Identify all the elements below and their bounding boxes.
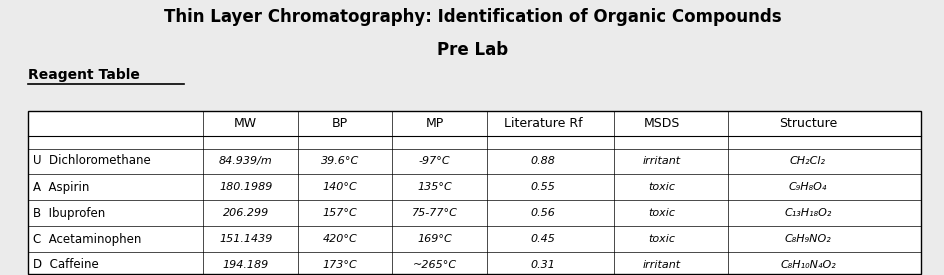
- Text: MP: MP: [425, 117, 444, 130]
- Text: irritant: irritant: [642, 260, 680, 270]
- Text: 206.299: 206.299: [223, 208, 268, 218]
- Text: 420°C: 420°C: [323, 234, 357, 244]
- Text: B  Ibuprofen: B Ibuprofen: [33, 207, 105, 220]
- Text: toxic: toxic: [648, 234, 674, 244]
- Text: toxic: toxic: [648, 182, 674, 192]
- Text: 140°C: 140°C: [323, 182, 357, 192]
- Text: toxic: toxic: [648, 208, 674, 218]
- Text: C₈H₉NO₂: C₈H₉NO₂: [784, 234, 831, 244]
- Text: Pre Lab: Pre Lab: [436, 41, 508, 59]
- Text: 0.31: 0.31: [531, 260, 555, 270]
- Text: irritant: irritant: [642, 156, 680, 166]
- Text: 0.88: 0.88: [531, 156, 555, 166]
- Text: 0.45: 0.45: [531, 234, 555, 244]
- Text: C₈H₁₀N₄O₂: C₈H₁₀N₄O₂: [780, 260, 834, 270]
- Text: Reagent Table: Reagent Table: [28, 68, 140, 82]
- Text: -97°C: -97°C: [418, 156, 450, 166]
- Text: C₁₃H₁₈O₂: C₁₃H₁₈O₂: [784, 208, 831, 218]
- Text: MSDS: MSDS: [643, 117, 679, 130]
- Text: 173°C: 173°C: [323, 260, 357, 270]
- Text: ~265°C: ~265°C: [413, 260, 456, 270]
- Text: 0.55: 0.55: [531, 182, 555, 192]
- Bar: [28, 111, 920, 274]
- Text: CH₂Cl₂: CH₂Cl₂: [789, 156, 825, 166]
- Text: BP: BP: [331, 117, 348, 130]
- Text: 39.6°C: 39.6°C: [321, 156, 359, 166]
- Text: 157°C: 157°C: [323, 208, 357, 218]
- Text: 0.56: 0.56: [531, 208, 555, 218]
- Text: 151.1439: 151.1439: [219, 234, 272, 244]
- Text: MW: MW: [234, 117, 257, 130]
- Text: C  Acetaminophen: C Acetaminophen: [33, 233, 142, 246]
- Text: U  Dichloromethane: U Dichloromethane: [33, 154, 151, 167]
- Text: A  Aspirin: A Aspirin: [33, 180, 90, 194]
- Text: Structure: Structure: [778, 117, 836, 130]
- Text: Literature Rf: Literature Rf: [503, 117, 582, 130]
- Text: Thin Layer Chromatography: Identification of Organic Compounds: Thin Layer Chromatography: Identificatio…: [163, 8, 781, 26]
- Text: 84.939/m: 84.939/m: [219, 156, 272, 166]
- Text: 180.1989: 180.1989: [219, 182, 272, 192]
- Text: 169°C: 169°C: [417, 234, 451, 244]
- Text: 75-77°C: 75-77°C: [412, 208, 457, 218]
- Text: 135°C: 135°C: [417, 182, 451, 192]
- Text: 194.189: 194.189: [223, 260, 268, 270]
- Text: D  Caffeine: D Caffeine: [33, 258, 99, 271]
- Text: C₉H₈O₄: C₉H₈O₄: [788, 182, 826, 192]
